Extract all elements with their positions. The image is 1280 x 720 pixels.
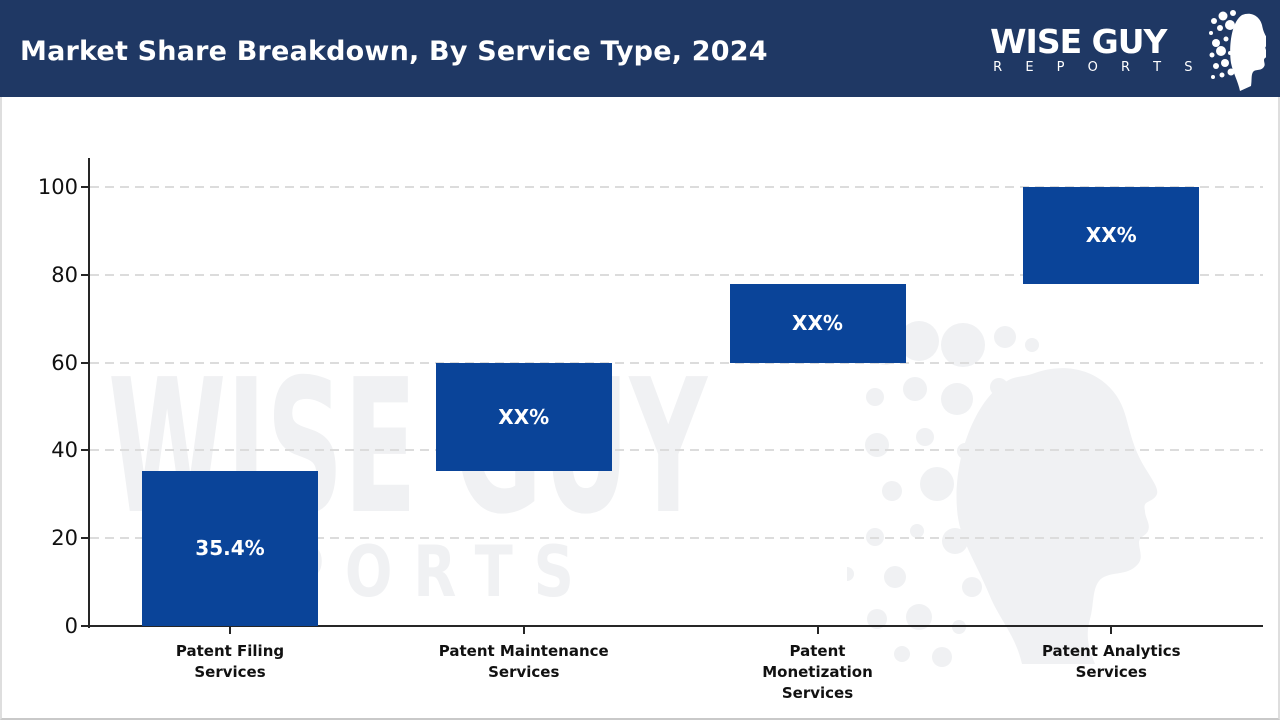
- y-axis-tick: [81, 361, 88, 364]
- x-axis-tick: [1110, 627, 1113, 634]
- y-axis-tick: [81, 186, 88, 188]
- bar: XX%: [1023, 187, 1200, 284]
- bar-value-label: XX%: [792, 311, 843, 336]
- y-axis-tick: [81, 449, 88, 452]
- x-axis-tick: [522, 627, 525, 634]
- bar-value-label: 35.4%: [195, 536, 265, 561]
- bar: XX%: [729, 283, 906, 363]
- x-axis-tick: [229, 627, 231, 634]
- wise-guy-logo: WISE GUY R E P O R T S: [990, 8, 1266, 92]
- y-axis-tick: [81, 273, 88, 276]
- page-title: Market Share Breakdown, By Service Type,…: [20, 36, 768, 67]
- bar-value-label: XX%: [498, 404, 550, 429]
- gridline: [90, 537, 1263, 540]
- y-tick-label: 40: [51, 438, 78, 463]
- x-axis-tick: [816, 627, 819, 634]
- gridline: [90, 449, 1263, 452]
- report-header: Market Share Breakdown, By Service Type,…: [0, 0, 1280, 97]
- logo-wise-guy-text: WISE GUY: [990, 22, 1167, 62]
- bar: 35.4%: [142, 470, 318, 626]
- x-category-label: Patent Maintenance Services: [438, 642, 609, 681]
- y-axis-tick: [81, 625, 88, 627]
- bar-value-label: XX%: [1085, 223, 1137, 248]
- x-category-label: Patent Monetization Services: [762, 642, 873, 702]
- y-tick-label: 60: [51, 350, 78, 375]
- y-tick-label: 100: [37, 175, 78, 199]
- logo-reports-text: R E P O R T S: [993, 59, 1202, 75]
- x-category-label: Patent Filing Services: [175, 642, 285, 681]
- y-tick-label: 20: [51, 526, 78, 551]
- y-axis-tick: [81, 537, 88, 540]
- gridline: [90, 273, 1263, 276]
- y-axis: [88, 158, 90, 628]
- bar: XX%: [435, 362, 612, 471]
- x-axis: [88, 625, 1263, 627]
- gridline: [90, 186, 1263, 188]
- gridline: [90, 361, 1263, 364]
- x-category-label: Patent Analytics Services: [1041, 642, 1181, 681]
- y-tick-label: 0: [64, 614, 78, 638]
- y-tick-label: 80: [51, 262, 78, 287]
- logo-head-icon: [1209, 10, 1266, 91]
